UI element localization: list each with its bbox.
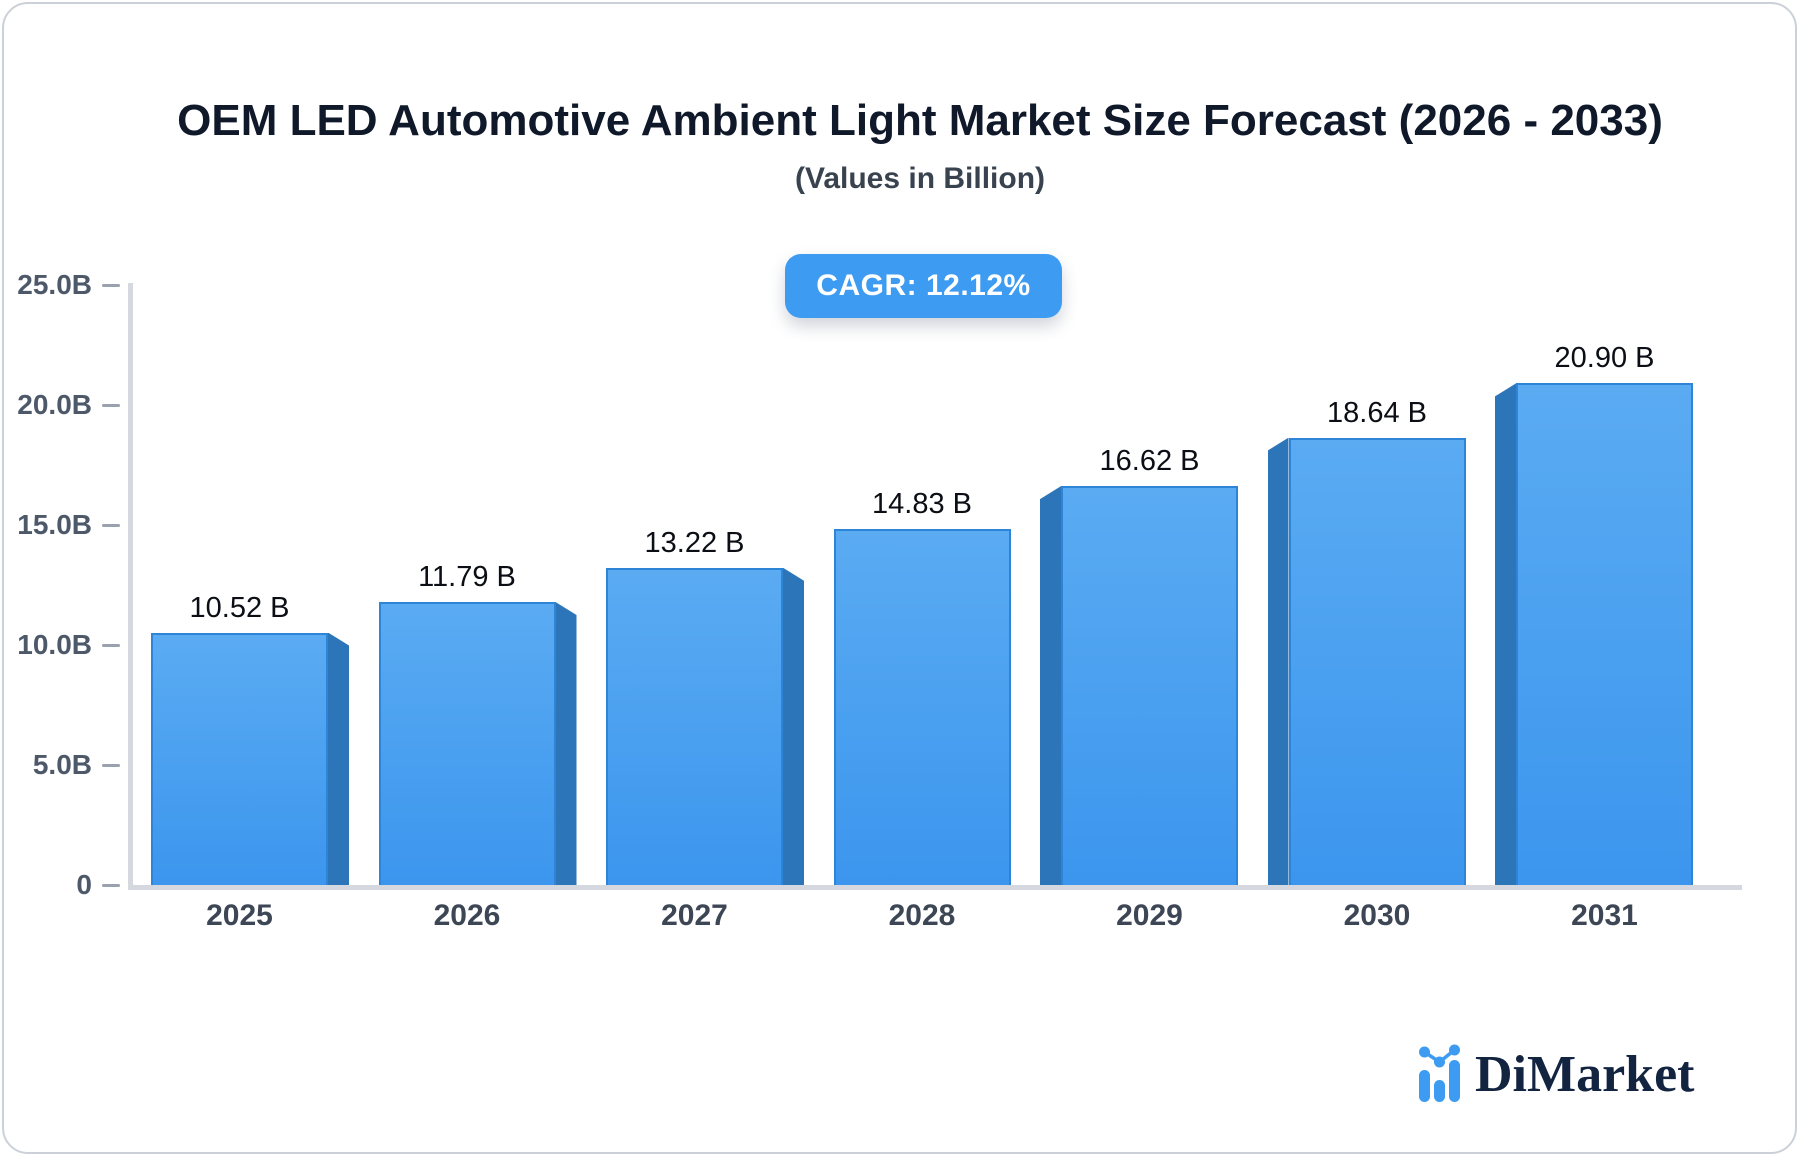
chart-subtitle: (Values in Billion) (794, 162, 1046, 195)
x-axis-label: 2030 (1343, 899, 1411, 932)
y-tick-label: 25.0B (17, 269, 92, 300)
x-axis-label: 2027 (661, 899, 728, 932)
cagr-label: CAGR: 12.12% (816, 269, 1031, 302)
bar-2028 (833, 529, 1011, 885)
bar-2030 (1288, 437, 1466, 885)
chart-title: OEM LED Automotive Ambient Light Market … (177, 96, 1663, 145)
y-tick-label: 15.0B (17, 509, 92, 540)
bar-2025 (151, 632, 328, 885)
bar-value-label: 16.62 B (1099, 445, 1200, 478)
bar-side-face (555, 602, 577, 885)
y-tick-label: 0 (76, 869, 92, 900)
bar-side-face (1040, 486, 1061, 885)
bar-value-label: 10.52 B (189, 591, 290, 624)
bar-value-label: 13.22 B (644, 526, 745, 559)
bar-side-face (783, 567, 804, 885)
y-tick (102, 284, 120, 287)
bar-side-face (1267, 437, 1289, 885)
bar-2031 (1516, 383, 1693, 885)
y-tick (102, 644, 120, 647)
bar-value-label: 18.64 B (1327, 396, 1427, 429)
bar-side-face (328, 632, 349, 885)
y-tick (102, 884, 120, 887)
x-axis-baseline (128, 885, 1742, 890)
y-tick-label: 20.0B (17, 389, 92, 420)
bar-2026 (378, 602, 556, 885)
x-axis-label: 2028 (888, 899, 956, 932)
y-tick-label: 5.0B (32, 749, 92, 780)
bar-value-label: 20.90 B (1554, 342, 1655, 375)
bar-value-label: 11.79 B (418, 561, 516, 594)
bar-2027 (606, 567, 783, 885)
brand-name: DiMarket (1475, 1046, 1695, 1103)
y-axis-line (128, 283, 133, 890)
x-axis-label: 2026 (433, 899, 501, 932)
y-tick (102, 764, 120, 767)
bar-chart-icon (1419, 1044, 1460, 1102)
cagr-badge: CAGR: 12.12% (785, 254, 1062, 318)
brand-logo: DiMarket (1418, 1038, 1694, 1104)
bar-value-label: 14.83 B (872, 488, 972, 521)
bar-2029 (1061, 486, 1238, 885)
x-axis-label: 2031 (1571, 899, 1638, 932)
y-tick-label: 10.0B (17, 629, 92, 660)
y-tick (102, 404, 120, 407)
bar-side-face (1495, 383, 1516, 885)
x-axis-label: 2029 (1116, 899, 1183, 932)
x-axis-label: 2025 (206, 899, 273, 932)
y-tick (102, 524, 120, 527)
